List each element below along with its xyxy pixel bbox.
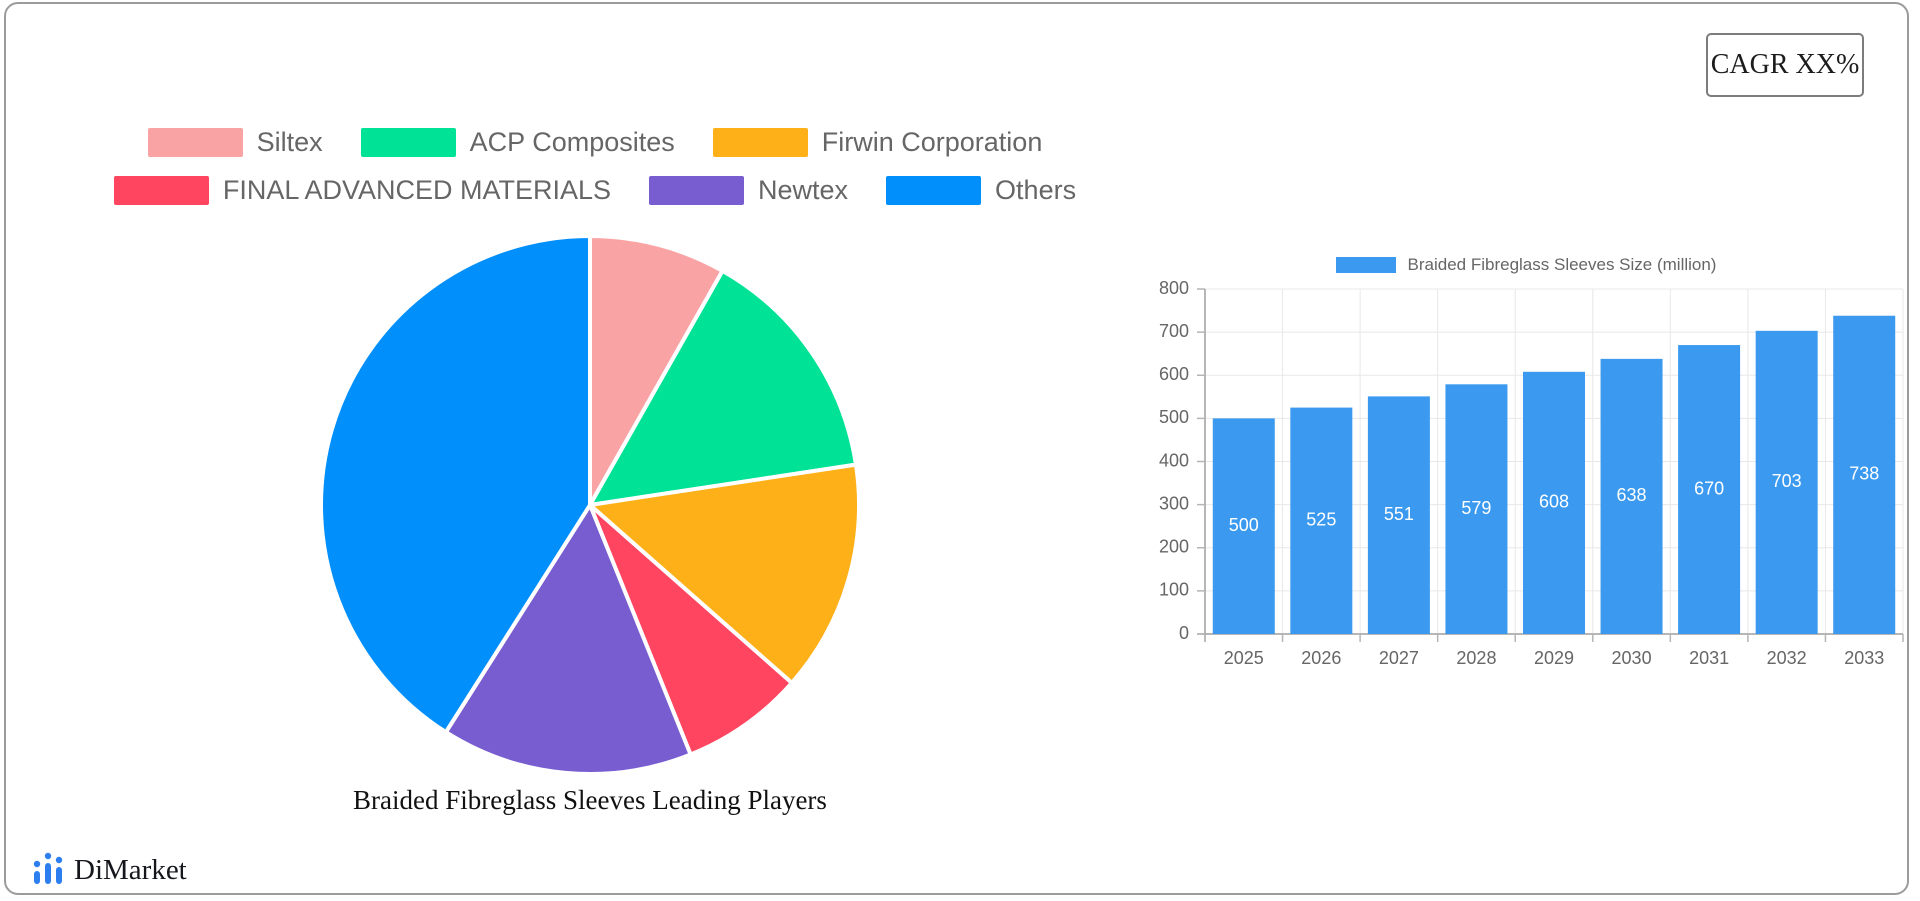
pie-slice-siltex[interactable] (588, 234, 725, 507)
bar-2025[interactable] (1212, 418, 1275, 634)
bar-value-label: 500 (1229, 515, 1259, 535)
legend-label: Siltex (256, 127, 323, 157)
y-tick-label: 300 (1159, 493, 1189, 513)
bar-2029[interactable] (1523, 371, 1585, 634)
pie-slice-others[interactable] (319, 234, 592, 735)
report-card: CAGR XX% Siltex ACP Composites Firwin Corp… (4, 2, 1909, 895)
pie-slice-acp-composites[interactable] (588, 268, 858, 507)
bar-legend-swatch (1335, 257, 1396, 273)
bar-legend-label: Braided Fibreglass Sleeves Size (million… (1407, 255, 1717, 274)
legend-swatch-others (886, 176, 982, 205)
x-category-label: 2032 (1767, 648, 1807, 668)
bar-chart: Braided Fibreglass Sleeves Size (million… (1135, 245, 1917, 695)
x-category-label: 2030 (1612, 648, 1652, 668)
pie-slice-final-advanced-materials[interactable] (588, 503, 794, 757)
legend-swatch-firwin-corporation (712, 128, 808, 157)
x-category-label: 2026 (1301, 648, 1341, 668)
bar-value-label: 551 (1384, 504, 1414, 524)
y-tick-label: 100 (1159, 580, 1189, 600)
legend-item-siltex[interactable]: Siltex (147, 127, 323, 158)
legend-swatch-acp-composites (360, 128, 456, 157)
x-category-label: 2027 (1379, 648, 1419, 668)
bar-2027[interactable] (1367, 396, 1430, 634)
bar-value-label: 738 (1849, 464, 1879, 484)
pie-legend-row: FINAL ADVANCED MATERIALS Newtex Others (90, 175, 1100, 206)
x-category-label: 2028 (1456, 648, 1496, 668)
bar-chart-plot: 0 100 200 300 400 500 600 700 800 500 2025 525 2026 5… (1159, 278, 1904, 668)
legend-item-firwin-corporation[interactable]: Firwin Corporation (712, 127, 1043, 158)
bar-chart-icon (33, 852, 63, 884)
x-category-label: 2025 (1224, 648, 1264, 668)
brand-dot (44, 852, 52, 860)
y-tick-label: 0 (1179, 623, 1189, 643)
brand-dot (33, 860, 41, 868)
y-tick-label: 200 (1159, 537, 1189, 557)
legend-label: Others (995, 175, 1077, 205)
legend-swatch-newtex (649, 176, 745, 205)
pie-legend: Siltex ACP Composites Firwin Corporation FI… (90, 127, 1100, 223)
legend-swatch-siltex (147, 128, 243, 157)
bar-2031[interactable] (1678, 345, 1741, 634)
y-tick-label: 800 (1159, 278, 1189, 298)
legend-item-newtex[interactable]: Newtex (649, 175, 848, 206)
y-tick-label: 600 (1159, 364, 1189, 384)
brand-bar (45, 863, 51, 884)
x-category-label: 2031 (1689, 648, 1729, 668)
x-category-label: 2029 (1534, 648, 1574, 668)
bar-2028[interactable] (1445, 384, 1508, 634)
cagr-badge: CAGR XX% (1706, 33, 1864, 97)
pie-slice-newtex[interactable] (443, 503, 693, 776)
bar-legend-item[interactable]: Braided Fibreglass Sleeves Size (million… (1135, 255, 1917, 275)
pie-chart-title: Braided Fibreglass Sleeves Leading Playe… (353, 785, 827, 815)
pie-legend-row: Siltex ACP Composites Firwin Corporation (90, 127, 1100, 158)
bar-value-label: 638 (1617, 485, 1647, 505)
bar-value-label: 703 (1772, 471, 1802, 491)
x-category-label: 2033 (1844, 648, 1884, 668)
y-tick-label: 500 (1159, 407, 1189, 427)
legend-label: Newtex (758, 175, 849, 205)
legend-label: ACP Composites (469, 127, 675, 157)
legend-item-others[interactable]: Others (886, 175, 1076, 206)
legend-label: Firwin Corporation (821, 127, 1043, 157)
bar-value-label: 579 (1461, 498, 1491, 518)
legend-label: FINAL ADVANCED MATERIALS (222, 175, 612, 205)
brand-name: DiMarket (74, 853, 187, 886)
pie-slice-firwin-corporation[interactable] (588, 462, 861, 685)
brand-dot (55, 856, 63, 864)
legend-item-final-advanced-materials[interactable]: FINAL ADVANCED MATERIALS (113, 175, 612, 206)
pie-chart (319, 234, 861, 776)
brand-bar (34, 871, 40, 884)
bar-2033[interactable] (1833, 315, 1896, 634)
y-tick-label: 700 (1159, 321, 1189, 341)
bar-value-label: 525 (1306, 510, 1336, 530)
bar-2026[interactable] (1290, 407, 1353, 634)
brand-bar (56, 867, 62, 884)
bar-2032[interactable] (1755, 330, 1818, 634)
bar-value-label: 670 (1694, 478, 1724, 498)
brand-logo: DiMarket (32, 852, 187, 888)
bar-value-label: 608 (1539, 492, 1569, 512)
legend-swatch-final-advanced-materials (113, 176, 209, 205)
bar-2030[interactable] (1600, 358, 1663, 634)
y-tick-label: 400 (1159, 450, 1189, 470)
cagr-label: CAGR XX% (1710, 49, 1860, 80)
legend-item-acp-composites[interactable]: ACP Composites (360, 127, 675, 158)
